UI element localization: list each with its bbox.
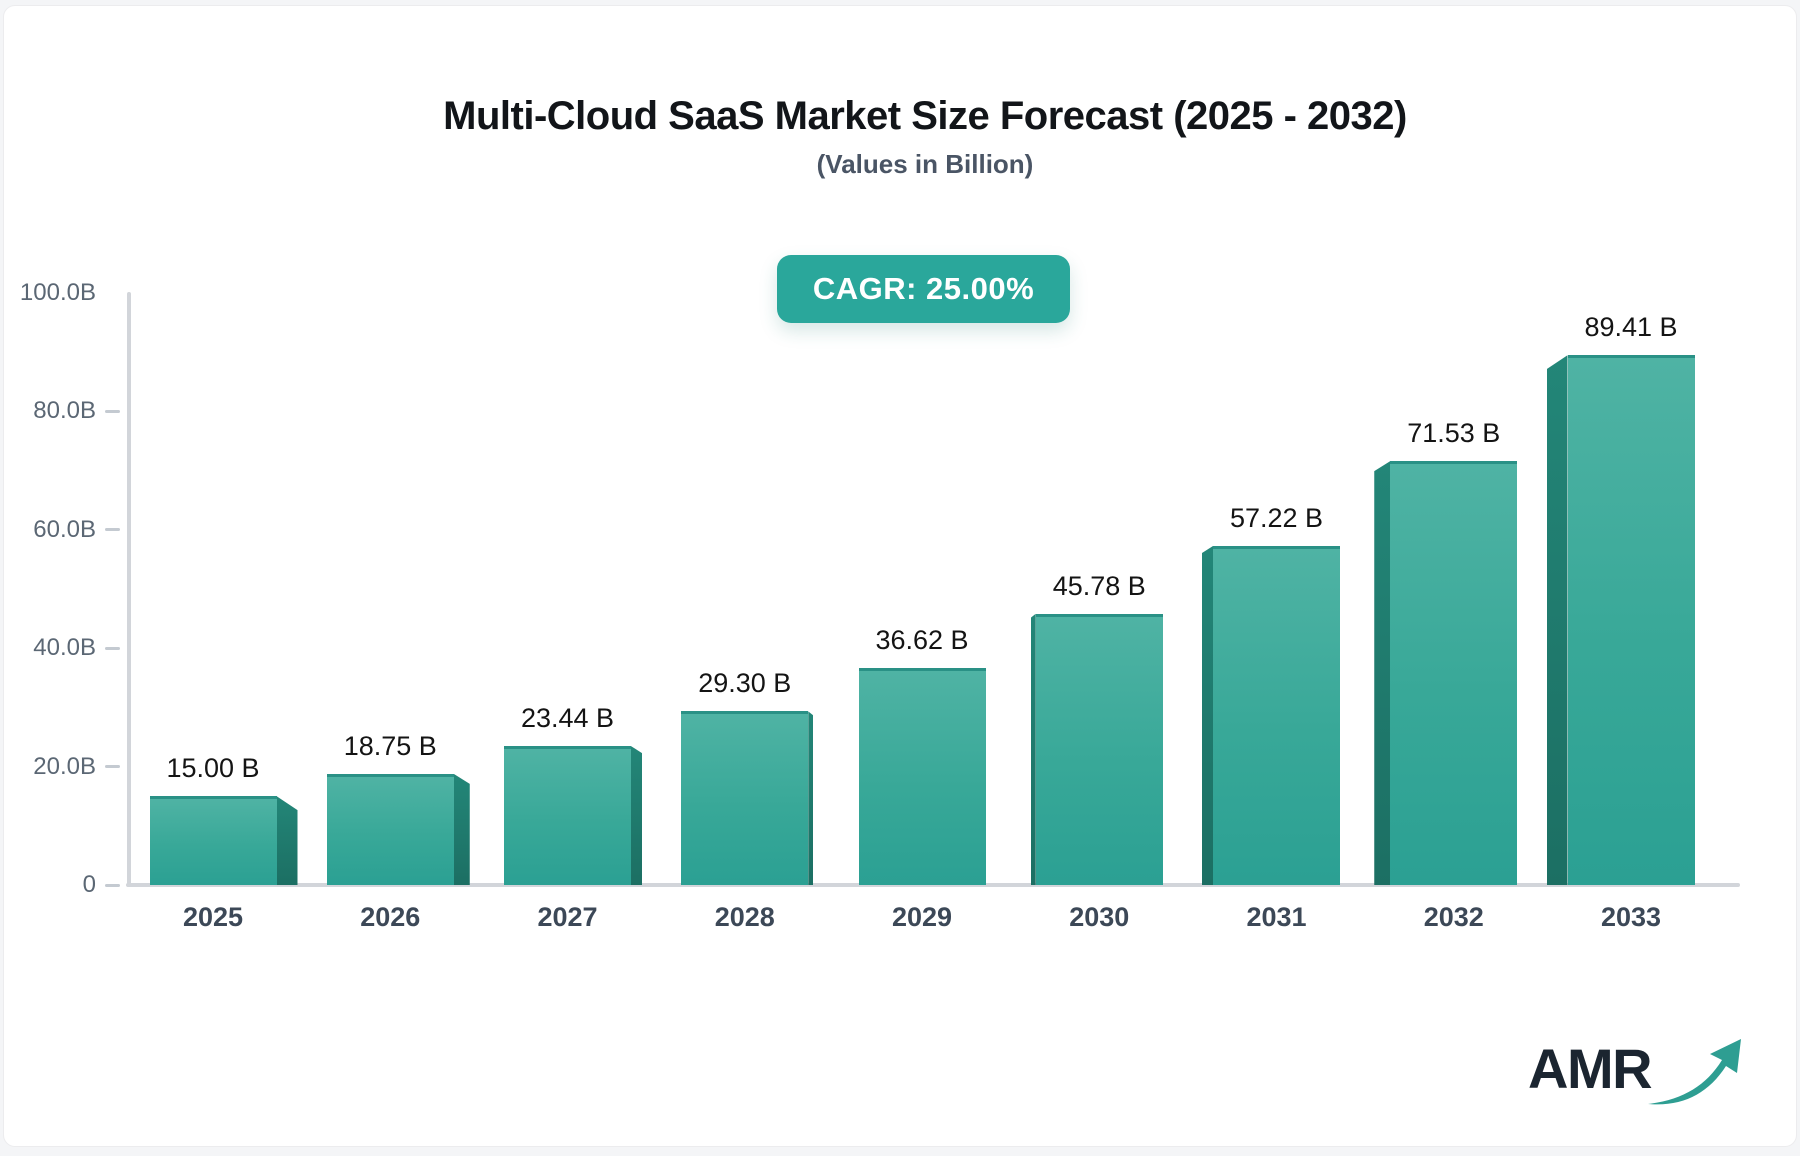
x-axis-baseline: [126, 883, 1740, 887]
amr-logo: AMR: [1528, 1030, 1741, 1112]
bar-value-label: 23.44 B: [520, 703, 615, 734]
bar-2033[interactable]: [1567, 355, 1695, 885]
bar-3d-side-2026: [453, 773, 470, 885]
x-axis-category-label: 2030: [1069, 902, 1130, 932]
bar-3d-side-2031: [1202, 545, 1213, 885]
x-axis-category-label: 2025: [182, 902, 244, 932]
chart-title: Multi-Cloud SaaS Market Size Forecast (2…: [443, 94, 1407, 138]
x-axis-category-label: 2029: [891, 902, 953, 932]
bar-value-label: 89.41 B: [1584, 312, 1678, 343]
x-axis-category-label: 2026: [360, 902, 421, 932]
y-axis-tick-label: 100.0B: [19, 278, 96, 306]
bar-2027[interactable]: [504, 746, 631, 885]
y-axis-tick-mark: [105, 528, 120, 531]
y-axis-tick-mark: [105, 409, 120, 413]
bar-3d-side-2027: [631, 746, 642, 885]
x-axis-category-label: 2032: [1423, 902, 1484, 932]
bar-value-label: 57.22 B: [1229, 502, 1324, 533]
bar-value-label: 45.78 B: [1052, 570, 1146, 601]
x-axis-category-label: 2027: [537, 902, 598, 932]
x-axis-category-label: 2033: [1600, 902, 1662, 932]
y-axis-tick-label: 20.0B: [33, 752, 96, 780]
y-axis-tick-mark: [105, 646, 120, 650]
bar-2032[interactable]: [1390, 461, 1518, 885]
chart-subtitle: (Values in Billion): [816, 149, 1034, 179]
y-axis-tick-mark: [105, 883, 120, 887]
bar-3d-side-2025: [276, 796, 298, 885]
amr-logo-text: AMR: [1528, 1037, 1653, 1100]
bar-3d-side-2033: [1546, 355, 1568, 885]
y-axis-tick-label: 80.0B: [33, 397, 96, 424]
bar-2026[interactable]: [326, 773, 454, 885]
cagr-badge: CAGR: 25.00%: [777, 255, 1070, 323]
bar-value-label: 71.53 B: [1407, 418, 1501, 449]
y-axis-tick-label: 60.0B: [33, 515, 96, 543]
bar-3d-side-2030: [1030, 613, 1036, 885]
bar-2028[interactable]: [681, 711, 809, 885]
bar-value-label: 15.00 B: [166, 753, 260, 784]
bar-3d-side-2028: [808, 711, 814, 885]
bar-2031[interactable]: [1213, 545, 1340, 885]
y-axis-tick-mark: [105, 765, 120, 768]
bar-value-label: 18.75 B: [343, 730, 437, 761]
y-axis-line: [127, 292, 131, 887]
x-axis-category-label: 2031: [1246, 902, 1307, 932]
y-axis-tick-label: 0: [82, 871, 96, 898]
bar-value-label: 29.30 B: [698, 668, 792, 699]
bar-2025[interactable]: [149, 796, 277, 885]
y-axis-tick-label: 40.0B: [33, 634, 96, 661]
bar-2029[interactable]: [858, 668, 986, 885]
bar-value-label: 36.62 B: [875, 625, 969, 656]
x-axis-category-label: 2028: [714, 902, 775, 932]
trend-up-arrow-icon: [1648, 1039, 1741, 1105]
bar-2030[interactable]: [1035, 613, 1163, 885]
bar-3d-side-2032: [1374, 461, 1391, 885]
